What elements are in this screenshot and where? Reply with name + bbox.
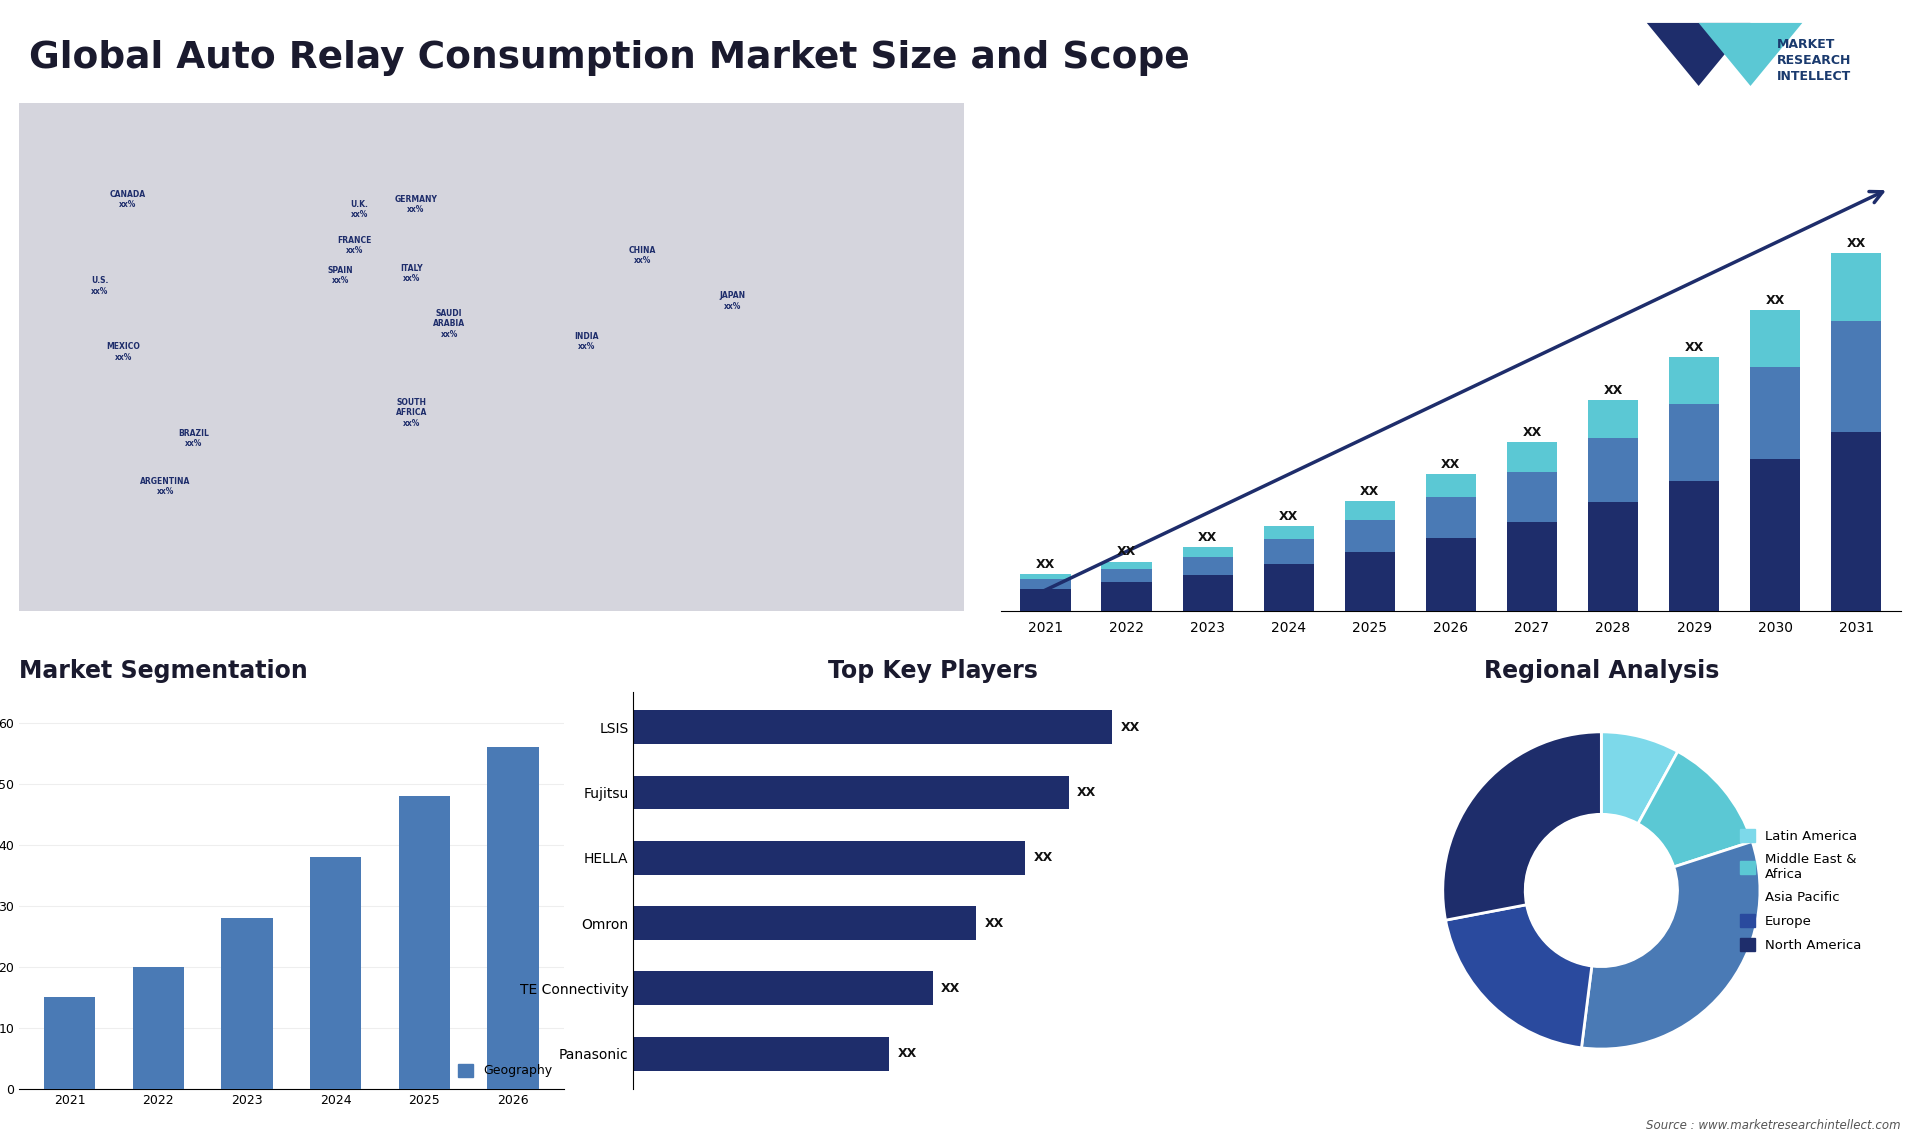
Bar [634, 1037, 889, 1070]
Bar [1588, 438, 1638, 502]
Bar [1588, 400, 1638, 438]
Bar [1102, 568, 1152, 582]
Bar [1263, 564, 1313, 611]
Bar [1749, 311, 1801, 367]
Text: XX: XX [1077, 786, 1096, 799]
Wedge shape [1601, 732, 1678, 824]
Bar [1668, 356, 1718, 403]
Text: JAPAN
xx%: JAPAN xx% [720, 291, 745, 311]
Wedge shape [1446, 904, 1592, 1047]
Text: XX: XX [1117, 545, 1137, 558]
Text: Global Auto Relay Consumption Market Size and Scope: Global Auto Relay Consumption Market Siz… [29, 40, 1190, 76]
Text: ITALY
xx%: ITALY xx% [399, 264, 422, 283]
Circle shape [1524, 815, 1678, 966]
Bar [488, 747, 540, 1089]
Text: CHINA
xx%: CHINA xx% [630, 245, 657, 265]
Bar [1344, 551, 1396, 611]
Bar [1344, 519, 1396, 551]
Text: CANADA
xx%: CANADA xx% [109, 190, 146, 210]
Bar [634, 776, 1069, 809]
Text: XX: XX [1279, 510, 1298, 523]
Polygon shape [1699, 23, 1803, 86]
Bar [1020, 574, 1071, 579]
Bar [1427, 497, 1476, 539]
Bar [1668, 403, 1718, 481]
Bar [1588, 502, 1638, 611]
Bar [1507, 523, 1557, 611]
Bar [1832, 253, 1882, 321]
Text: XX: XX [1766, 293, 1786, 307]
Text: XX: XX [1603, 384, 1622, 397]
Wedge shape [1442, 732, 1601, 920]
Bar [1020, 579, 1071, 589]
Text: XX: XX [1033, 851, 1052, 864]
Text: XX: XX [897, 1047, 916, 1060]
Bar [1263, 526, 1313, 540]
Bar [1749, 460, 1801, 611]
Bar [1344, 501, 1396, 519]
Text: XX: XX [941, 982, 960, 995]
Wedge shape [1638, 752, 1753, 866]
Bar [1183, 547, 1233, 557]
Bar [1749, 367, 1801, 460]
Polygon shape [1647, 23, 1751, 86]
Bar [1263, 540, 1313, 564]
Title: Regional Analysis: Regional Analysis [1484, 659, 1718, 683]
Legend: Geography: Geography [453, 1059, 557, 1083]
Text: XX: XX [1359, 485, 1379, 499]
Bar [1427, 539, 1476, 611]
Title: Top Key Players: Top Key Players [828, 659, 1037, 683]
Bar [1507, 471, 1557, 523]
Text: U.S.
xx%: U.S. xx% [90, 276, 108, 296]
Text: SPAIN
xx%: SPAIN xx% [328, 266, 353, 285]
Text: MARKET
RESEARCH
INTELLECT: MARKET RESEARCH INTELLECT [1776, 38, 1851, 83]
Text: BRAZIL
xx%: BRAZIL xx% [179, 429, 209, 448]
Text: XX: XX [1037, 558, 1056, 571]
Bar [309, 857, 361, 1089]
Text: U.K.
xx%: U.K. xx% [351, 201, 369, 219]
Text: SAUDI
ARABIA
xx%: SAUDI ARABIA xx% [434, 309, 465, 339]
Bar [634, 841, 1025, 874]
Text: INDIA
xx%: INDIA xx% [574, 332, 599, 352]
Bar [1832, 321, 1882, 432]
Wedge shape [1582, 841, 1761, 1049]
Bar [399, 796, 449, 1089]
Text: GERMANY
xx%: GERMANY xx% [396, 195, 438, 214]
Text: XX: XX [1198, 531, 1217, 543]
Bar [1183, 557, 1233, 575]
Bar [634, 906, 977, 940]
Bar [1020, 589, 1071, 611]
Bar [1102, 562, 1152, 568]
Bar [634, 972, 933, 1005]
Bar [1668, 481, 1718, 611]
Legend: Latin America, Middle East &
Africa, Asia Pacific, Europe, North America: Latin America, Middle East & Africa, Asi… [1736, 824, 1866, 957]
Text: FRANCE
xx%: FRANCE xx% [338, 236, 372, 256]
Text: XX: XX [985, 917, 1004, 929]
Bar [1427, 474, 1476, 497]
Bar [1102, 582, 1152, 611]
Bar [132, 967, 184, 1089]
Text: XX: XX [1684, 340, 1703, 354]
Bar [634, 711, 1112, 744]
Text: XX: XX [1523, 426, 1542, 439]
Text: ARGENTINA
xx%: ARGENTINA xx% [140, 477, 190, 496]
Text: Source : www.marketresearchintellect.com: Source : www.marketresearchintellect.com [1645, 1120, 1901, 1132]
Text: XX: XX [1121, 721, 1140, 733]
Bar [1183, 575, 1233, 611]
Bar [1832, 432, 1882, 611]
Bar [1507, 442, 1557, 471]
Text: MEXICO
xx%: MEXICO xx% [106, 343, 140, 362]
Text: SOUTH
AFRICA
xx%: SOUTH AFRICA xx% [396, 398, 426, 427]
Text: Market Segmentation: Market Segmentation [19, 659, 307, 683]
Bar [44, 997, 96, 1089]
Text: XX: XX [1442, 458, 1461, 471]
Bar [221, 918, 273, 1089]
Text: XX: XX [1847, 237, 1866, 250]
